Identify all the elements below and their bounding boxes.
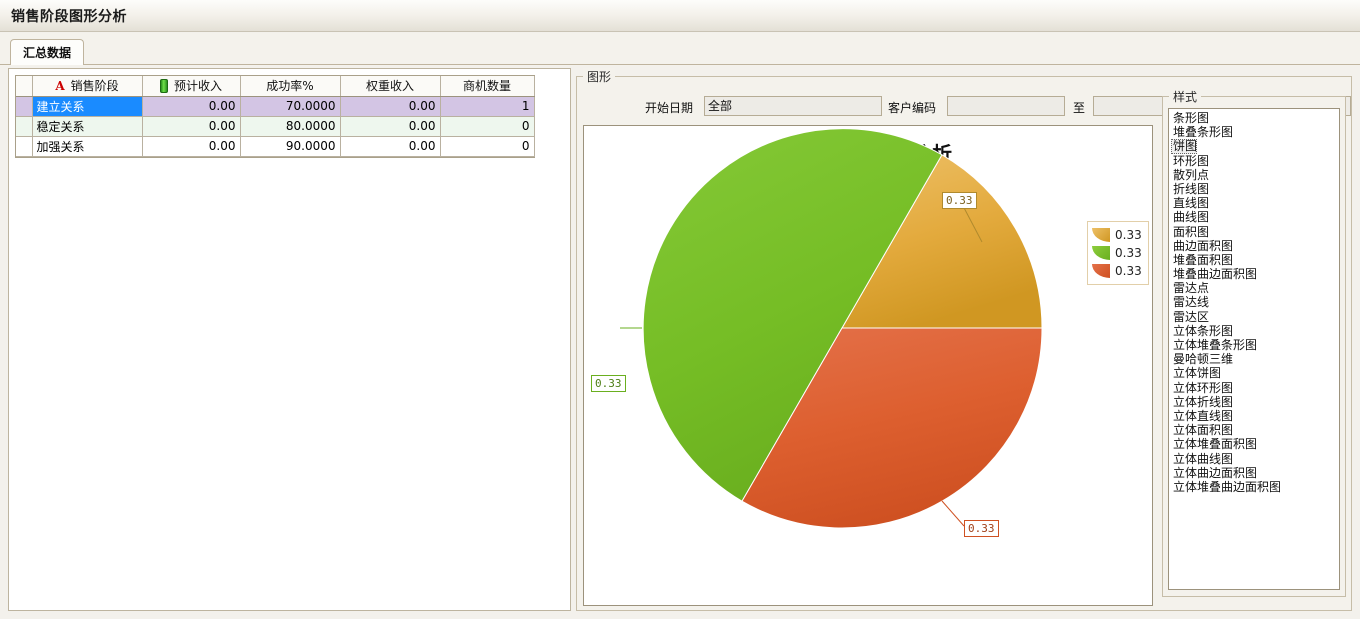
style-list-item[interactable]: 环形图 — [1173, 153, 1210, 168]
column-header-stage[interactable]: A 销售阶段 — [32, 76, 143, 97]
title-bar: 销售阶段图形分析 — [0, 0, 1360, 32]
cell-stage[interactable]: 加强关系 — [32, 136, 143, 157]
column-header-stage-label: 销售阶段 — [70, 79, 119, 94]
start-date-label: 开始日期 — [645, 101, 694, 115]
column-header-weighted-revenue[interactable]: 权重收入 — [340, 76, 441, 97]
style-list-item[interactable]: 立体饼图 — [1173, 366, 1222, 381]
tab-summary-data[interactable]: 汇总数据 — [10, 39, 85, 65]
row-selector-header — [16, 76, 33, 97]
customer-code-label: 客户编码 — [888, 101, 937, 115]
tab-strip: 汇总数据 — [0, 33, 1360, 66]
table-row[interactable]: 稳定关系 0.00 80.0000 0.00 0 — [16, 116, 535, 137]
style-list-item[interactable]: 堆叠曲边面积图 — [1173, 267, 1258, 282]
cell-opportunity-count[interactable]: 1 — [440, 96, 535, 117]
pie-leader-line-3 — [941, 500, 965, 527]
legend-swatch-icon — [1092, 264, 1110, 278]
pie-slice-1[interactable] — [841, 154, 1043, 329]
legend-label: 0.33 — [1115, 228, 1142, 242]
pie-data-label-2: 0.33 — [591, 375, 626, 392]
style-listbox[interactable]: 条形图 堆叠条形图 饼图 环形图 散列点 折线图 直线图 曲线图 面积图 曲边面积图 堆叠面积图 堆叠… — [1168, 108, 1340, 590]
green-cylinder-icon — [159, 78, 168, 93]
legend-swatch-icon — [1092, 246, 1110, 260]
start-date-input[interactable]: 全部 — [704, 96, 882, 116]
style-list-item[interactable]: 立体曲边面积图 — [1173, 465, 1258, 480]
style-list-item[interactable]: 饼图 — [1171, 139, 1198, 154]
style-list-item[interactable]: 直线图 — [1173, 196, 1210, 211]
style-list-item[interactable]: 立体直线图 — [1173, 408, 1234, 423]
cell-weighted-revenue[interactable]: 0.00 — [340, 136, 441, 157]
style-list-item[interactable]: 堆叠面积图 — [1173, 252, 1234, 267]
sales-stage-table-wrapper: A 销售阶段 预计收入 成功率% 权重收入 商机数量 — [15, 75, 535, 158]
sales-stage-table: A 销售阶段 预计收入 成功率% 权重收入 商机数量 — [16, 76, 535, 157]
pie-slice-2[interactable] — [642, 128, 943, 502]
legend-swatch-icon — [1092, 228, 1110, 242]
cell-success-rate[interactable]: 80.0000 — [240, 116, 341, 137]
range-to-label: 至 — [1073, 101, 1086, 115]
style-list-item[interactable]: 立体环形图 — [1173, 380, 1234, 395]
pie-chart-svg — [620, 128, 1043, 529]
table-row[interactable]: 建立关系 0.00 70.0000 0.00 1 — [16, 96, 535, 117]
chart-container: 销售阶段图形分析 — [583, 125, 1153, 606]
row-selector-cell[interactable] — [16, 136, 33, 157]
table-row[interactable]: 加强关系 0.00 90.0000 0.00 0 — [16, 136, 535, 157]
style-list-item[interactable]: 立体堆叠曲边面积图 — [1173, 479, 1282, 494]
style-list-item[interactable]: 立体曲线图 — [1173, 451, 1234, 466]
cell-expected-revenue[interactable]: 0.00 — [142, 96, 241, 117]
cell-stage[interactable]: 稳定关系 — [32, 116, 143, 137]
pie-chart: 0.33 0.33 0.33 0.33 0.33 — [584, 126, 1154, 605]
cell-success-rate[interactable]: 90.0000 — [240, 136, 341, 157]
style-list-item[interactable]: 立体条形图 — [1173, 323, 1234, 338]
tab-strip-divider — [0, 64, 1360, 65]
style-list-item[interactable]: 曲边面积图 — [1173, 238, 1234, 253]
customer-code-input[interactable] — [947, 96, 1065, 116]
style-groupbox: 样式 条形图 堆叠条形图 饼图 环形图 散列点 折线图 直线图 曲线图 面积图 曲边面积图 堆叠面积… — [1162, 88, 1346, 597]
cell-opportunity-count[interactable]: 0 — [440, 116, 535, 137]
cell-expected-revenue[interactable]: 0.00 — [142, 116, 241, 137]
pie-data-label-1: 0.33 — [942, 192, 977, 209]
row-selector-cell[interactable] — [16, 116, 33, 137]
cell-weighted-revenue[interactable]: 0.00 — [340, 116, 441, 137]
style-list-item[interactable]: 立体面积图 — [1173, 423, 1234, 438]
table-header-row: A 销售阶段 预计收入 成功率% 权重收入 商机数量 — [16, 76, 535, 97]
legend-item[interactable]: 0.33 — [1092, 226, 1143, 244]
column-header-success-rate[interactable]: 成功率% — [240, 76, 341, 97]
style-list-item[interactable]: 堆叠条形图 — [1173, 125, 1234, 140]
cell-stage[interactable]: 建立关系 — [32, 96, 143, 117]
style-list-item[interactable]: 曼哈顿三维 — [1173, 352, 1234, 367]
column-header-expected-revenue[interactable]: 预计收入 — [142, 76, 241, 97]
table-body: 建立关系 0.00 70.0000 0.00 1 稳定关系 0.00 80.00… — [16, 96, 535, 157]
style-list-item[interactable]: 雷达点 — [1173, 281, 1210, 296]
style-list-item[interactable]: 雷达线 — [1173, 295, 1210, 310]
style-list-item[interactable]: 立体堆叠面积图 — [1173, 437, 1258, 452]
style-list-item[interactable]: 雷达区 — [1173, 309, 1210, 324]
cell-opportunity-count[interactable]: 0 — [440, 136, 535, 157]
style-list-item[interactable]: 折线图 — [1173, 181, 1210, 196]
pie-leader-line-1 — [961, 203, 983, 243]
column-header-expected-revenue-label: 预计收入 — [173, 79, 222, 94]
style-list-item[interactable]: 曲线图 — [1173, 210, 1210, 225]
cell-weighted-revenue[interactable]: 0.00 — [340, 96, 441, 117]
red-a-icon: A — [55, 78, 65, 93]
graph-groupbox-title: 图形 — [583, 68, 616, 85]
summary-data-panel: A 销售阶段 预计收入 成功率% 权重收入 商机数量 — [8, 68, 571, 611]
cell-success-rate[interactable]: 70.0000 — [240, 96, 341, 117]
style-list-item[interactable]: 面积图 — [1173, 224, 1210, 239]
page-title: 销售阶段图形分析 — [11, 9, 127, 25]
style-list-item[interactable]: 立体堆叠条形图 — [1173, 338, 1258, 352]
legend-label: 0.33 — [1115, 246, 1142, 260]
column-header-opportunity-count[interactable]: 商机数量 — [440, 76, 535, 97]
pie-data-label-3: 0.33 — [964, 520, 999, 537]
chart-legend: 0.33 0.33 0.33 — [1087, 221, 1149, 285]
style-list-item[interactable]: 条形图 — [1173, 111, 1210, 125]
style-list-item[interactable]: 立体折线图 — [1173, 394, 1234, 409]
style-groupbox-title: 样式 — [1169, 88, 1202, 105]
style-list-item[interactable]: 散列点 — [1173, 167, 1210, 182]
row-selector-cell[interactable] — [16, 96, 33, 117]
cell-expected-revenue[interactable]: 0.00 — [142, 136, 241, 157]
graph-area: 图形 开始日期 全部 客户编码 至 业务员 销售阶段图形分析 — [576, 68, 1352, 611]
legend-label: 0.33 — [1115, 264, 1142, 278]
legend-item[interactable]: 0.33 — [1092, 262, 1143, 280]
legend-item[interactable]: 0.33 — [1092, 244, 1143, 262]
